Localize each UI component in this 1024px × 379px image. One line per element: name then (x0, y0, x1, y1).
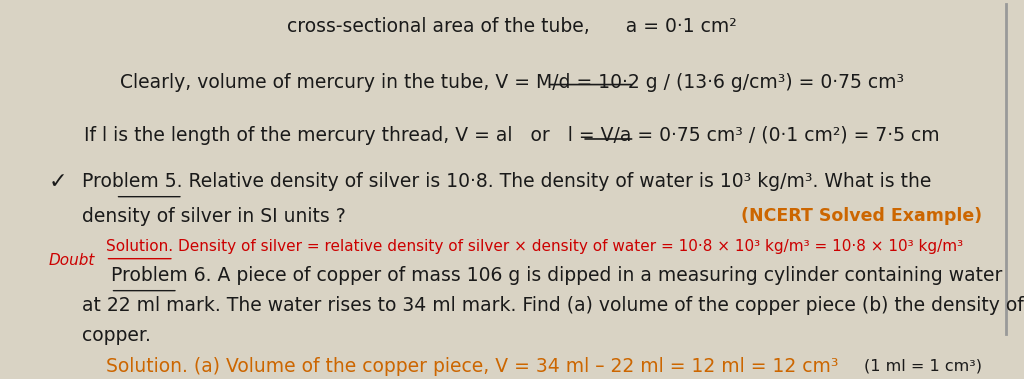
Text: density of silver in SI units ?: density of silver in SI units ? (83, 207, 346, 226)
Text: (NCERT Solved Example): (NCERT Solved Example) (740, 207, 982, 226)
Text: Problem 6. A piece of copper of mass 106 g is dipped in a measuring cylinder con: Problem 6. A piece of copper of mass 106… (111, 266, 1001, 285)
Text: copper.: copper. (83, 326, 152, 345)
Text: Solution. (a) Volume of the copper piece, V = 34 ml – 22 ml = 12 ml = 12 cm³: Solution. (a) Volume of the copper piece… (105, 357, 838, 376)
Text: cross-sectional area of the tube,      a = 0·1 cm²: cross-sectional area of the tube, a = 0·… (287, 17, 737, 36)
Text: ✓: ✓ (49, 172, 68, 192)
Text: (1 ml = 1 cm³): (1 ml = 1 cm³) (863, 359, 982, 374)
Text: Doubt: Doubt (48, 254, 95, 268)
Text: If l is the length of the mercury thread, V = al   or   l = V/a = 0·75 cm³ / (0·: If l is the length of the mercury thread… (84, 126, 940, 145)
Text: Clearly, volume of mercury in the tube, V = M/d = 10·2 g / (13·6 g/cm³) = 0·75 c: Clearly, volume of mercury in the tube, … (120, 74, 904, 92)
Text: at 22 ml mark. The water rises to 34 ml mark. Find (a) volume of the copper piec: at 22 ml mark. The water rises to 34 ml … (83, 296, 1024, 315)
Text: Solution. Density of silver = relative density of silver × density of water = 10: Solution. Density of silver = relative d… (105, 239, 963, 254)
Text: Problem 5. Relative density of silver is 10·8. The density of water is 10³ kg/m³: Problem 5. Relative density of silver is… (83, 172, 932, 191)
